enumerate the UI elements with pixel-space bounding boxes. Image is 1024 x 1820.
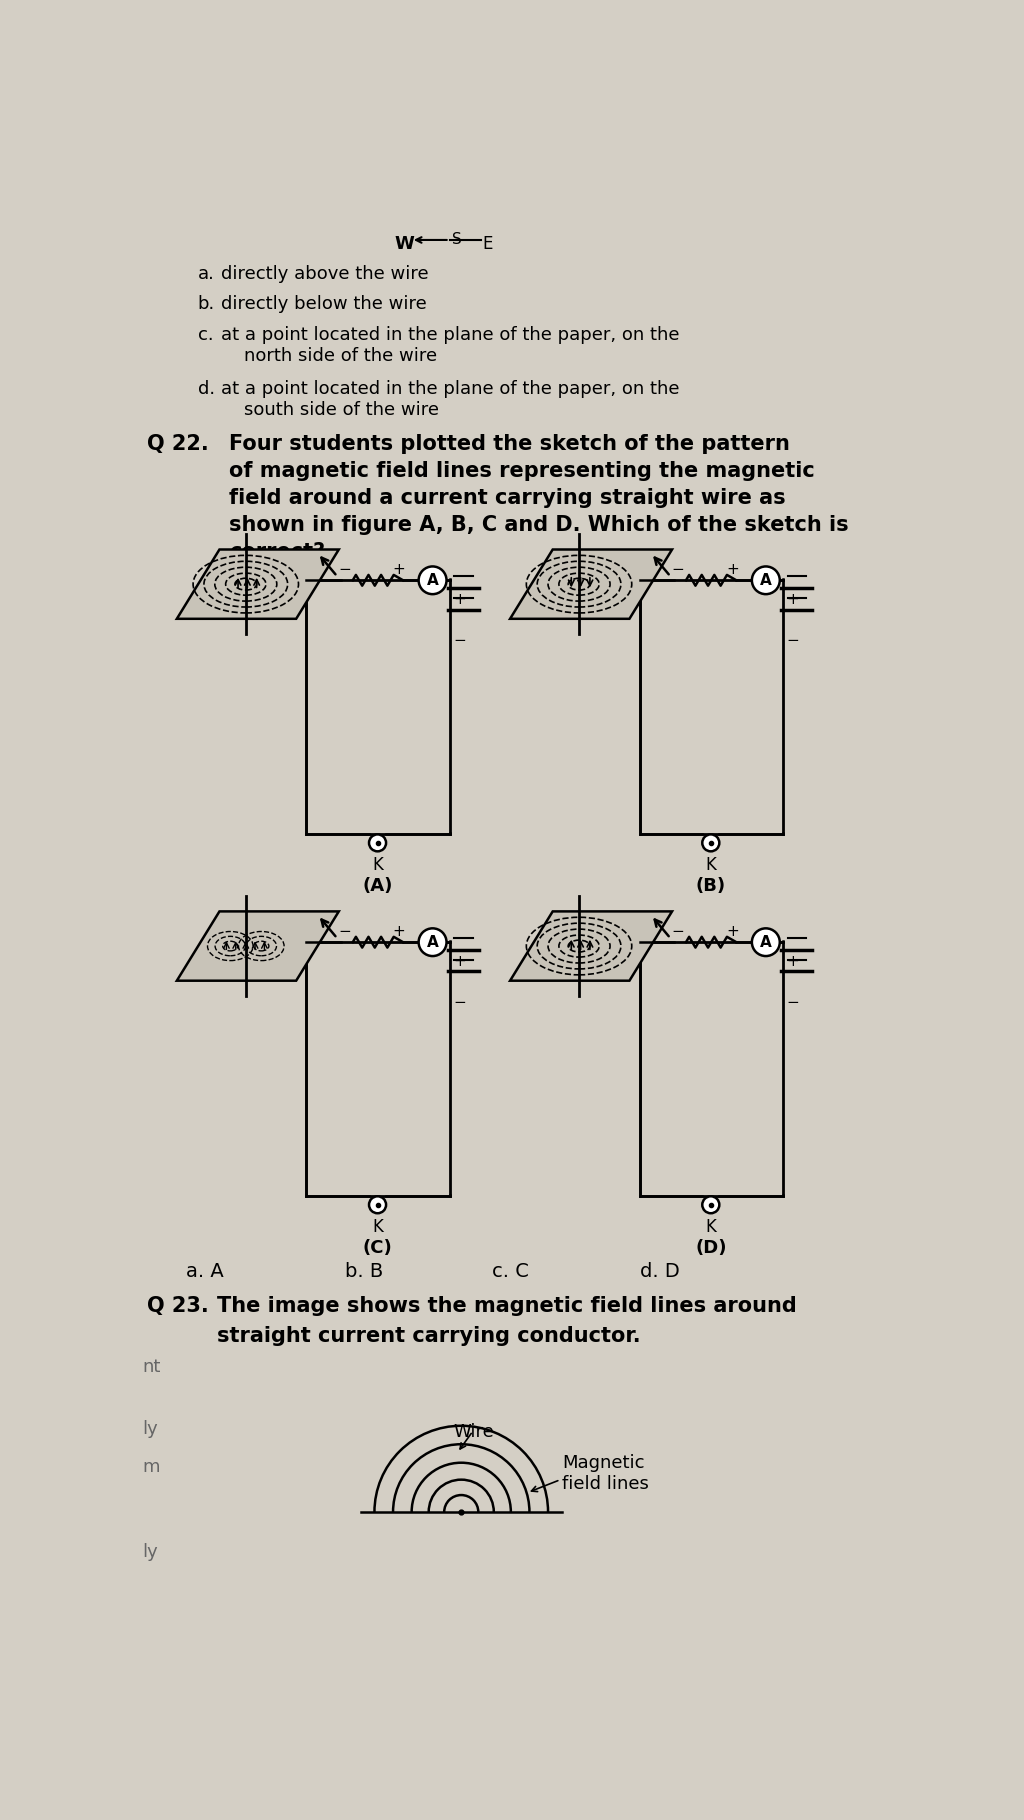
Text: E: E <box>482 235 493 253</box>
Text: A: A <box>760 573 772 588</box>
Text: nt: nt <box>142 1358 161 1376</box>
Text: shown in figure A, B, C and D. Which of the sketch is: shown in figure A, B, C and D. Which of … <box>228 515 848 535</box>
Text: c.: c. <box>198 326 213 344</box>
Text: (B): (B) <box>695 877 726 895</box>
Text: a. A: a. A <box>186 1261 224 1281</box>
Text: d. D: d. D <box>640 1261 679 1281</box>
Text: at a point located in the plane of the paper, on the
    north side of the wire: at a point located in the plane of the p… <box>221 326 680 366</box>
Bar <box>640 581 783 834</box>
Text: c. C: c. C <box>493 1261 529 1281</box>
Text: −: − <box>786 633 800 648</box>
Text: K: K <box>372 855 383 874</box>
Text: +: + <box>393 925 406 939</box>
Text: Wire: Wire <box>454 1423 495 1441</box>
Text: W: W <box>395 235 415 253</box>
Text: straight current carrying conductor.: straight current carrying conductor. <box>217 1325 641 1345</box>
Text: +: + <box>393 562 406 577</box>
Text: (D): (D) <box>695 1239 727 1256</box>
Polygon shape <box>510 912 672 981</box>
Text: ly: ly <box>142 1543 158 1562</box>
Text: ly: ly <box>142 1420 158 1438</box>
Circle shape <box>752 928 779 956</box>
Text: The image shows the magnetic field lines around: The image shows the magnetic field lines… <box>217 1296 797 1316</box>
Polygon shape <box>177 550 339 619</box>
Text: a.: a. <box>198 264 215 282</box>
Text: Q 22.: Q 22. <box>147 433 209 453</box>
Text: field around a current carrying straight wire as: field around a current carrying straight… <box>228 488 785 508</box>
Circle shape <box>752 566 779 593</box>
Circle shape <box>369 834 386 852</box>
Text: −: − <box>454 633 466 648</box>
Circle shape <box>702 1196 719 1214</box>
Circle shape <box>702 834 719 852</box>
Text: +: + <box>726 925 739 939</box>
Text: at a point located in the plane of the paper, on the
    south side of the wire: at a point located in the plane of the p… <box>221 380 680 419</box>
Text: A: A <box>760 935 772 950</box>
Text: of magnetic field lines representing the magnetic: of magnetic field lines representing the… <box>228 460 814 480</box>
Text: d.: d. <box>198 380 215 399</box>
Polygon shape <box>177 912 339 981</box>
Text: K: K <box>706 855 716 874</box>
Text: +: + <box>726 562 739 577</box>
Text: −: − <box>339 925 351 939</box>
Text: directly above the wire: directly above the wire <box>221 264 429 282</box>
Text: A: A <box>427 935 438 950</box>
Polygon shape <box>510 550 672 619</box>
Text: (C): (C) <box>362 1239 392 1256</box>
Text: (A): (A) <box>362 877 393 895</box>
Circle shape <box>419 566 446 593</box>
Text: Four students plotted the sketch of the pattern: Four students plotted the sketch of the … <box>228 433 790 453</box>
Text: −: − <box>454 996 466 1010</box>
Text: m: m <box>142 1458 160 1476</box>
Text: −: − <box>339 562 351 577</box>
Bar <box>306 943 450 1196</box>
Text: correct?: correct? <box>228 542 325 562</box>
Text: Magnetic
field lines: Magnetic field lines <box>562 1454 649 1492</box>
Bar <box>640 943 783 1196</box>
Text: Q 23.: Q 23. <box>147 1296 209 1316</box>
Text: −: − <box>672 925 685 939</box>
Text: +: + <box>454 592 466 608</box>
Text: S: S <box>452 233 462 248</box>
Text: A: A <box>427 573 438 588</box>
Text: +: + <box>786 592 800 608</box>
Circle shape <box>369 1196 386 1214</box>
Text: K: K <box>706 1218 716 1236</box>
Text: b. B: b. B <box>345 1261 383 1281</box>
Text: −: − <box>786 996 800 1010</box>
Text: +: + <box>454 954 466 968</box>
Text: K: K <box>372 1218 383 1236</box>
Circle shape <box>419 928 446 956</box>
Text: b.: b. <box>198 295 215 313</box>
Text: directly below the wire: directly below the wire <box>221 295 427 313</box>
Text: −: − <box>672 562 685 577</box>
Text: +: + <box>786 954 800 968</box>
Bar <box>306 581 450 834</box>
